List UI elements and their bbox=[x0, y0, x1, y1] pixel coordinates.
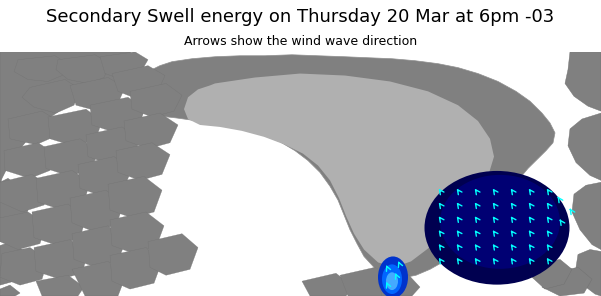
Polygon shape bbox=[572, 182, 601, 250]
Polygon shape bbox=[116, 143, 170, 180]
Polygon shape bbox=[0, 178, 28, 242]
Polygon shape bbox=[56, 55, 110, 83]
Polygon shape bbox=[340, 267, 392, 296]
Polygon shape bbox=[100, 52, 148, 80]
Polygon shape bbox=[302, 273, 354, 296]
Polygon shape bbox=[576, 250, 601, 296]
Polygon shape bbox=[0, 174, 50, 212]
Polygon shape bbox=[124, 113, 178, 149]
Polygon shape bbox=[130, 83, 182, 117]
Ellipse shape bbox=[440, 175, 560, 269]
Polygon shape bbox=[112, 66, 165, 99]
Text: Secondary Swell energy on Thursday 20 Mar at 6pm -03: Secondary Swell energy on Thursday 20 Ma… bbox=[46, 8, 555, 25]
Polygon shape bbox=[0, 242, 28, 285]
Polygon shape bbox=[36, 170, 90, 210]
Polygon shape bbox=[90, 97, 145, 133]
Polygon shape bbox=[378, 274, 420, 296]
Polygon shape bbox=[72, 261, 126, 296]
Polygon shape bbox=[0, 52, 135, 185]
Polygon shape bbox=[532, 259, 572, 289]
Polygon shape bbox=[0, 285, 20, 296]
Ellipse shape bbox=[424, 171, 570, 285]
Polygon shape bbox=[4, 143, 55, 178]
Polygon shape bbox=[184, 73, 494, 267]
Polygon shape bbox=[0, 247, 48, 285]
Polygon shape bbox=[34, 240, 88, 279]
Polygon shape bbox=[110, 247, 162, 289]
Polygon shape bbox=[36, 275, 84, 296]
Polygon shape bbox=[86, 127, 140, 165]
Polygon shape bbox=[72, 226, 126, 267]
Polygon shape bbox=[108, 176, 162, 218]
Polygon shape bbox=[8, 111, 58, 145]
Polygon shape bbox=[44, 139, 98, 176]
Polygon shape bbox=[14, 56, 68, 81]
Polygon shape bbox=[565, 52, 601, 111]
Polygon shape bbox=[22, 80, 80, 113]
Text: Arrows show the wind wave direction: Arrows show the wind wave direction bbox=[184, 35, 417, 48]
Polygon shape bbox=[70, 190, 124, 232]
Polygon shape bbox=[48, 109, 102, 147]
Polygon shape bbox=[148, 234, 198, 275]
Ellipse shape bbox=[378, 256, 408, 296]
Polygon shape bbox=[138, 55, 555, 278]
Ellipse shape bbox=[386, 272, 398, 290]
Polygon shape bbox=[110, 212, 164, 253]
Polygon shape bbox=[542, 267, 592, 296]
Polygon shape bbox=[78, 157, 132, 196]
Polygon shape bbox=[568, 113, 601, 180]
Ellipse shape bbox=[382, 264, 402, 294]
Polygon shape bbox=[70, 78, 125, 111]
Polygon shape bbox=[0, 212, 46, 250]
Polygon shape bbox=[32, 204, 86, 246]
